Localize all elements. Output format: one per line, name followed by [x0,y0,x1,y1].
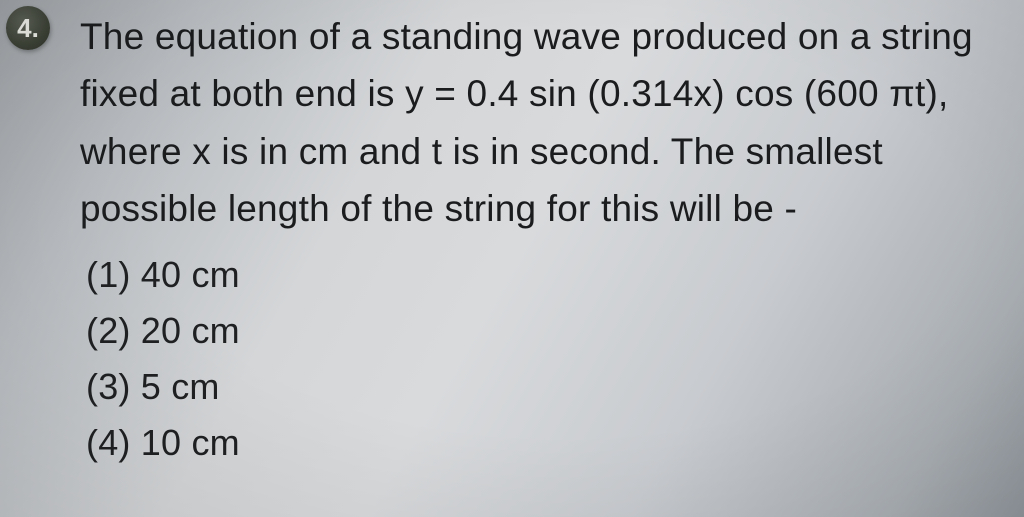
option-3: (3) 5 cm [86,359,994,415]
option-2: (2) 20 cm [86,303,994,359]
option-1: (1) 40 cm [86,247,994,303]
question-number-badge: 4. [6,6,50,50]
question-number: 4. [17,15,39,41]
page: 4. The equation of a standing wave produ… [0,0,1024,517]
option-4: (4) 10 cm [86,415,994,471]
options-list: (1) 40 cm (2) 20 cm (3) 5 cm (4) 10 cm [86,247,994,470]
question-text: The equation of a standing wave produced… [80,8,994,237]
